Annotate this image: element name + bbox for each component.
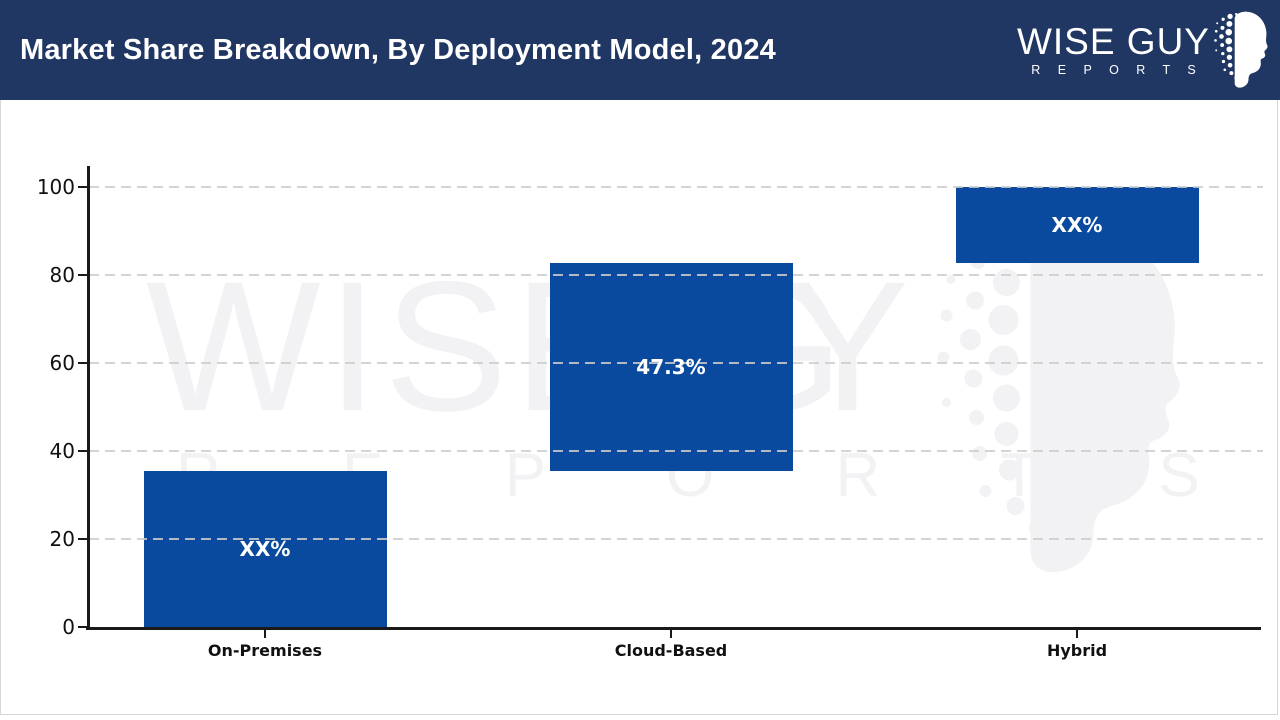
x-category-label: On-Premises <box>207 641 323 660</box>
header-bar: Market Share Breakdown, By Deployment Mo… <box>0 0 1280 100</box>
y-tick-label-100: 100 <box>36 175 75 199</box>
bar-hybrid <box>955 187 1199 264</box>
brand-logo: WISE GUY R E P O R T S <box>1017 8 1280 92</box>
gridline-100 <box>89 186 1263 188</box>
watermark-face-icon <box>937 226 1180 573</box>
watermark-text-y: Y <box>786 244 916 450</box>
y-tick-mark-100 <box>78 186 87 188</box>
bar-cloud-based <box>549 263 793 472</box>
y-axis-spine <box>87 166 90 629</box>
brand-face-icon <box>1214 11 1268 88</box>
y-tick-label-0: 0 <box>62 615 75 639</box>
y-tick-mark-60 <box>78 362 87 364</box>
brand-logo-text: WISE GUY R E P O R T S <box>1017 23 1210 77</box>
page-title: Market Share Breakdown, By Deployment Mo… <box>20 33 776 66</box>
gridline-80 <box>89 274 1263 276</box>
y-tick-label-40: 40 <box>49 439 75 463</box>
gridline-60 <box>89 362 1263 364</box>
bar-value-label: XX% <box>239 537 291 562</box>
bar-value-label: XX% <box>1051 213 1103 238</box>
y-tick-label-60: 60 <box>49 351 75 375</box>
y-tick-mark-0 <box>78 626 87 628</box>
bar-on-premises <box>143 471 387 627</box>
y-tick-mark-40 <box>78 450 87 452</box>
brand-subname: R E P O R T S <box>1031 63 1203 77</box>
x-axis-spine <box>86 627 1261 630</box>
x-tick-mark-2 <box>670 630 672 638</box>
x-tick-mark-3 <box>1076 630 1078 638</box>
x-category-label: Hybrid <box>1046 641 1108 660</box>
brand-name: WISE GUY <box>1016 21 1210 62</box>
x-category-label: Cloud-Based <box>614 641 728 660</box>
chart-panel: WISE G Y R E P O R T S 0 20 40 60 80 100 XX% 47… <box>0 100 1278 715</box>
bar-value-label: 47.3% <box>636 355 706 380</box>
y-tick-mark-80 <box>78 274 87 276</box>
x-tick-mark-1 <box>264 630 266 638</box>
y-tick-label-20: 20 <box>49 527 75 551</box>
gridline-40 <box>89 450 1263 452</box>
gridline-20 <box>89 538 1263 540</box>
y-tick-label-80: 80 <box>49 263 75 287</box>
y-tick-mark-20 <box>78 538 87 540</box>
